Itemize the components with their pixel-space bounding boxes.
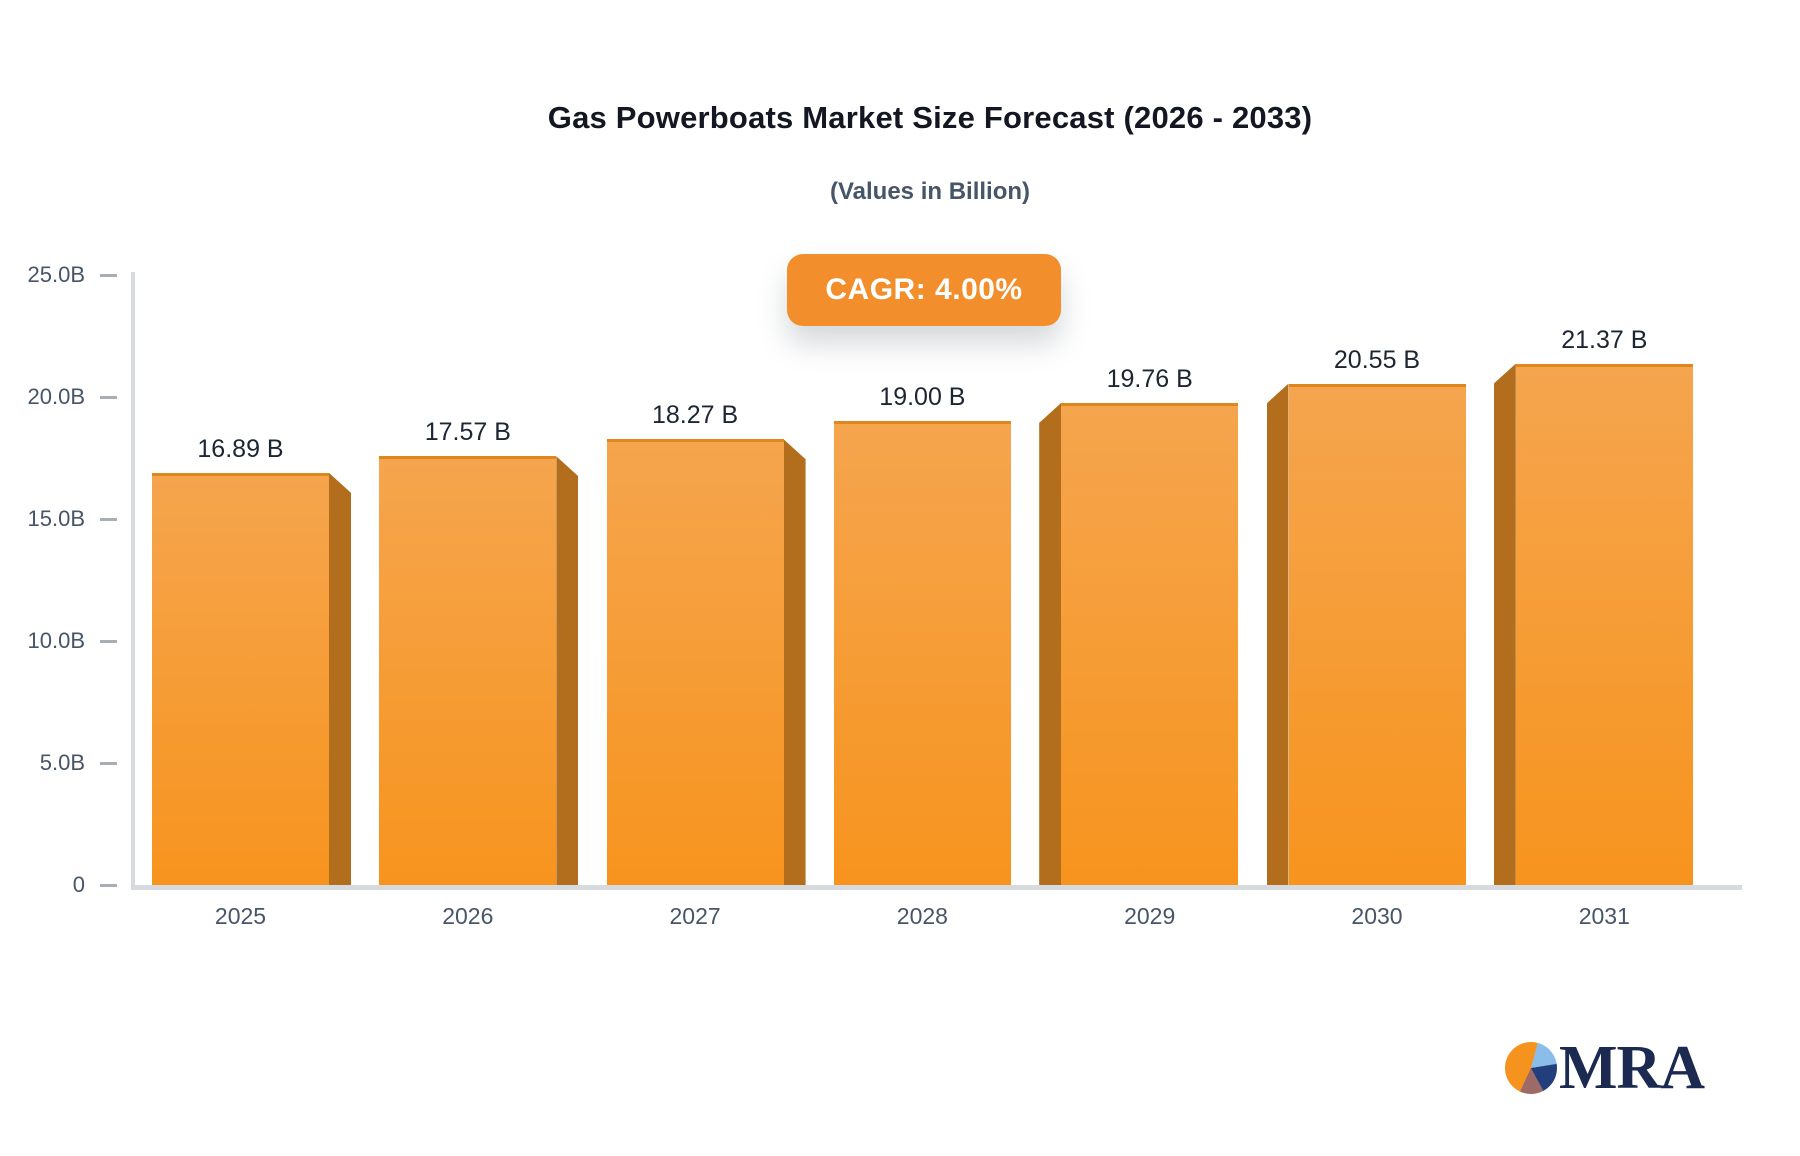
bar-3d-side bbox=[1493, 363, 1516, 885]
bar-value-label: 21.37 B bbox=[1561, 325, 1648, 354]
bar-2026 bbox=[379, 456, 557, 885]
y-axis-tick-label: 25.0B bbox=[27, 262, 86, 287]
bar-value-label: 19.00 B bbox=[879, 383, 966, 412]
x-axis-category-label: 2029 bbox=[1124, 903, 1176, 929]
bar-value-label: 19.76 B bbox=[1106, 364, 1193, 393]
cagr-badge-label: CAGR: 4.00% bbox=[825, 273, 1023, 306]
bar-2031 bbox=[1515, 363, 1693, 885]
bar-value-label: 20.55 B bbox=[1333, 345, 1421, 374]
mra-logo: MRA bbox=[1505, 1034, 1705, 1102]
x-axis-category-label: 2028 bbox=[896, 903, 948, 929]
y-axis-tick-mark bbox=[100, 396, 117, 399]
bar-2028 bbox=[833, 421, 1011, 885]
y-axis-tick-label: 0 bbox=[72, 872, 85, 897]
bar-3d-side bbox=[556, 456, 579, 885]
bar-2027 bbox=[606, 439, 784, 885]
cagr-badge: CAGR: 4.00% bbox=[787, 254, 1061, 326]
y-axis-tick-label: 15.0B bbox=[27, 506, 86, 531]
bar-2030 bbox=[1288, 383, 1466, 885]
y-axis-tick-mark bbox=[100, 762, 117, 765]
bar-value-label: 16.89 B bbox=[197, 434, 284, 463]
y-axis-tick-label: 5.0B bbox=[39, 750, 85, 775]
bar-2029 bbox=[1061, 402, 1239, 885]
pie-chart-logo-icon bbox=[1505, 1042, 1557, 1094]
y-axis-tick-mark bbox=[100, 274, 117, 277]
bar-2025 bbox=[152, 472, 329, 885]
x-axis-category-label: 2031 bbox=[1578, 903, 1630, 929]
x-axis-category-label: 2030 bbox=[1351, 903, 1403, 929]
y-axis-tick-label: 20.0B bbox=[27, 384, 86, 409]
bar-value-label: 17.57 B bbox=[424, 418, 511, 447]
y-axis-tick-mark bbox=[100, 518, 117, 521]
logo-text: MRA bbox=[1559, 1034, 1705, 1102]
bar-3d-side bbox=[329, 472, 351, 885]
y-axis-line bbox=[131, 272, 135, 889]
bar-3d-side bbox=[1266, 383, 1289, 885]
chart-title: Gas Powerboats Market Size Forecast (202… bbox=[547, 100, 1313, 135]
x-axis-category-label: 2025 bbox=[214, 903, 267, 929]
chart-subtitle: (Values in Billion) bbox=[829, 178, 1031, 205]
x-axis-category-label: 2026 bbox=[442, 903, 494, 929]
x-axis-line bbox=[131, 885, 1742, 890]
x-axis-category-label: 2027 bbox=[669, 903, 721, 929]
bar-3d-side bbox=[783, 439, 806, 885]
bar-value-label: 18.27 B bbox=[652, 401, 739, 430]
y-axis-tick-mark bbox=[100, 884, 117, 887]
bar-3d-side bbox=[1039, 402, 1062, 885]
y-axis-tick-label: 10.0B bbox=[27, 628, 86, 653]
y-axis-tick-mark bbox=[100, 640, 117, 643]
